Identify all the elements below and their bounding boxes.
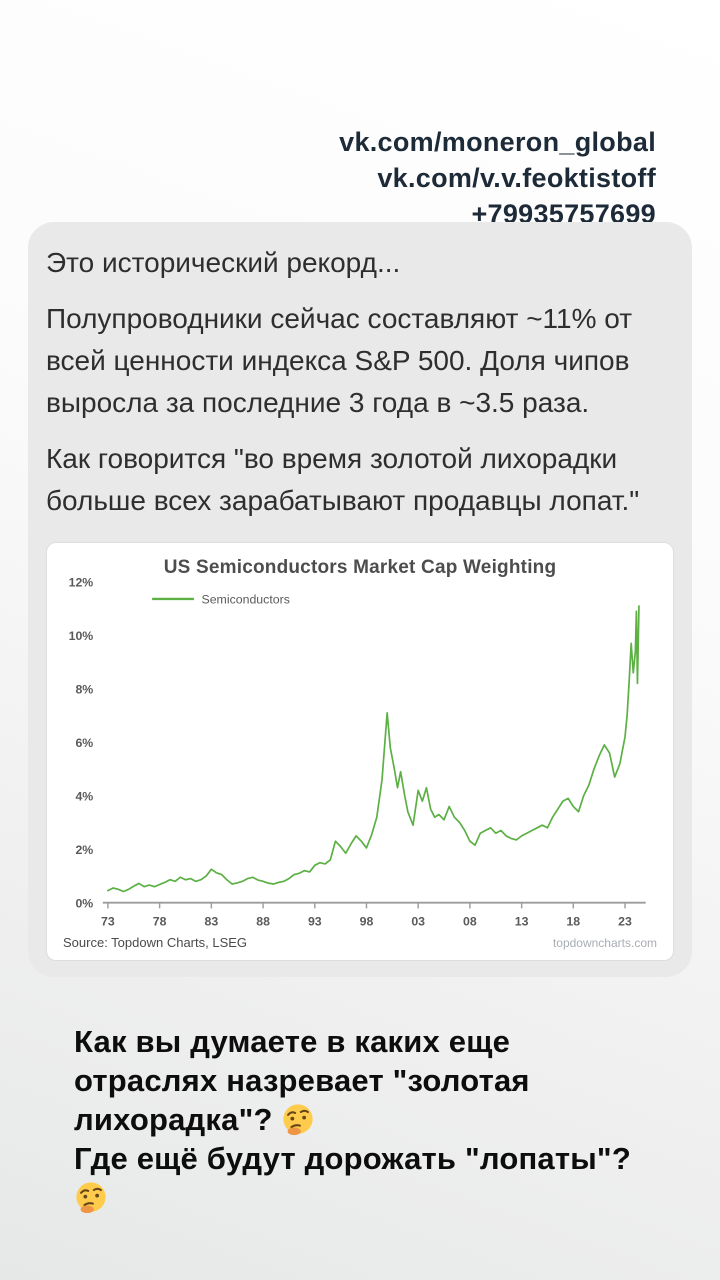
svg-text:Semiconductors: Semiconductors: [201, 593, 289, 607]
svg-text:03: 03: [411, 914, 425, 928]
svg-text:12%: 12%: [69, 576, 94, 590]
svg-text:18: 18: [566, 914, 580, 928]
svg-text:73: 73: [101, 914, 115, 928]
chart-source: Source: Topdown Charts, LSEG: [63, 935, 248, 951]
svg-text:78: 78: [153, 914, 167, 928]
svg-text:4%: 4%: [75, 789, 93, 803]
question-block: Как вы думаете в каких еще отраслях назр…: [74, 1022, 674, 1217]
svg-text:93: 93: [308, 914, 322, 928]
question-line: [74, 1178, 674, 1217]
question-text-3: лихорадка"?: [74, 1102, 273, 1137]
svg-text:0%: 0%: [75, 896, 93, 910]
post-paragraph-record: Это исторический рекорд...: [46, 247, 401, 278]
svg-text:83: 83: [204, 914, 218, 928]
svg-text:10%: 10%: [69, 629, 94, 643]
svg-text:88: 88: [256, 914, 270, 928]
contact-vk-link-1: vk.com/moneron_global: [339, 127, 656, 157]
svg-text:08: 08: [463, 914, 477, 928]
question-line: отраслях назревает "золотая: [74, 1061, 674, 1100]
post-paragraph-semis: Полупроводники сейчас составляют ~11% от…: [46, 303, 633, 418]
svg-text:6%: 6%: [75, 736, 93, 750]
contact-vk-link-2: vk.com/v.v.feoktistoff: [377, 163, 656, 193]
thinking-face-emoji: [76, 1182, 106, 1214]
semiconductors-line-chart: 0% 2% 4% 6% 8% 10% 12% 73 78 83 88 93 98 03 08 13 18 23 Se…: [69, 576, 646, 928]
question-text-1: Как вы думаете в каких еще: [74, 1024, 511, 1059]
post-paragraph-shovels: Как говорится "во время золотой лихорадк…: [46, 443, 640, 516]
chart-title: US Semiconductors Market Cap Weighting: [163, 557, 557, 578]
thinking-face-emoji: [282, 1104, 313, 1136]
chart-footer: Source: Topdown Charts, LSEG topdownchar…: [61, 935, 659, 950]
svg-text:23: 23: [618, 914, 632, 928]
svg-text:98: 98: [360, 914, 374, 928]
question-line: Как вы думаете в каких еще: [74, 1022, 674, 1061]
question-text-4: Где ещё будут дорожать "лопаты"?: [74, 1141, 631, 1176]
question-line: Где ещё будут дорожать "лопаты"?: [74, 1139, 674, 1178]
svg-text:13: 13: [515, 914, 529, 928]
chart-card: US Semiconductors Market Cap Weighting 0…: [46, 542, 674, 962]
question-line: лихорадка"?: [74, 1100, 674, 1139]
question-text-2: отраслях назревает "золотая: [74, 1063, 530, 1098]
svg-text:8%: 8%: [75, 683, 93, 697]
chart-watermark: topdowncharts.com: [552, 936, 657, 951]
contact-info: vk.com/moneron_global vk.com/v.v.feoktis…: [339, 124, 656, 232]
svg-text:2%: 2%: [75, 843, 93, 857]
post-card: Это исторический рекорд... Полупроводник…: [28, 222, 692, 978]
